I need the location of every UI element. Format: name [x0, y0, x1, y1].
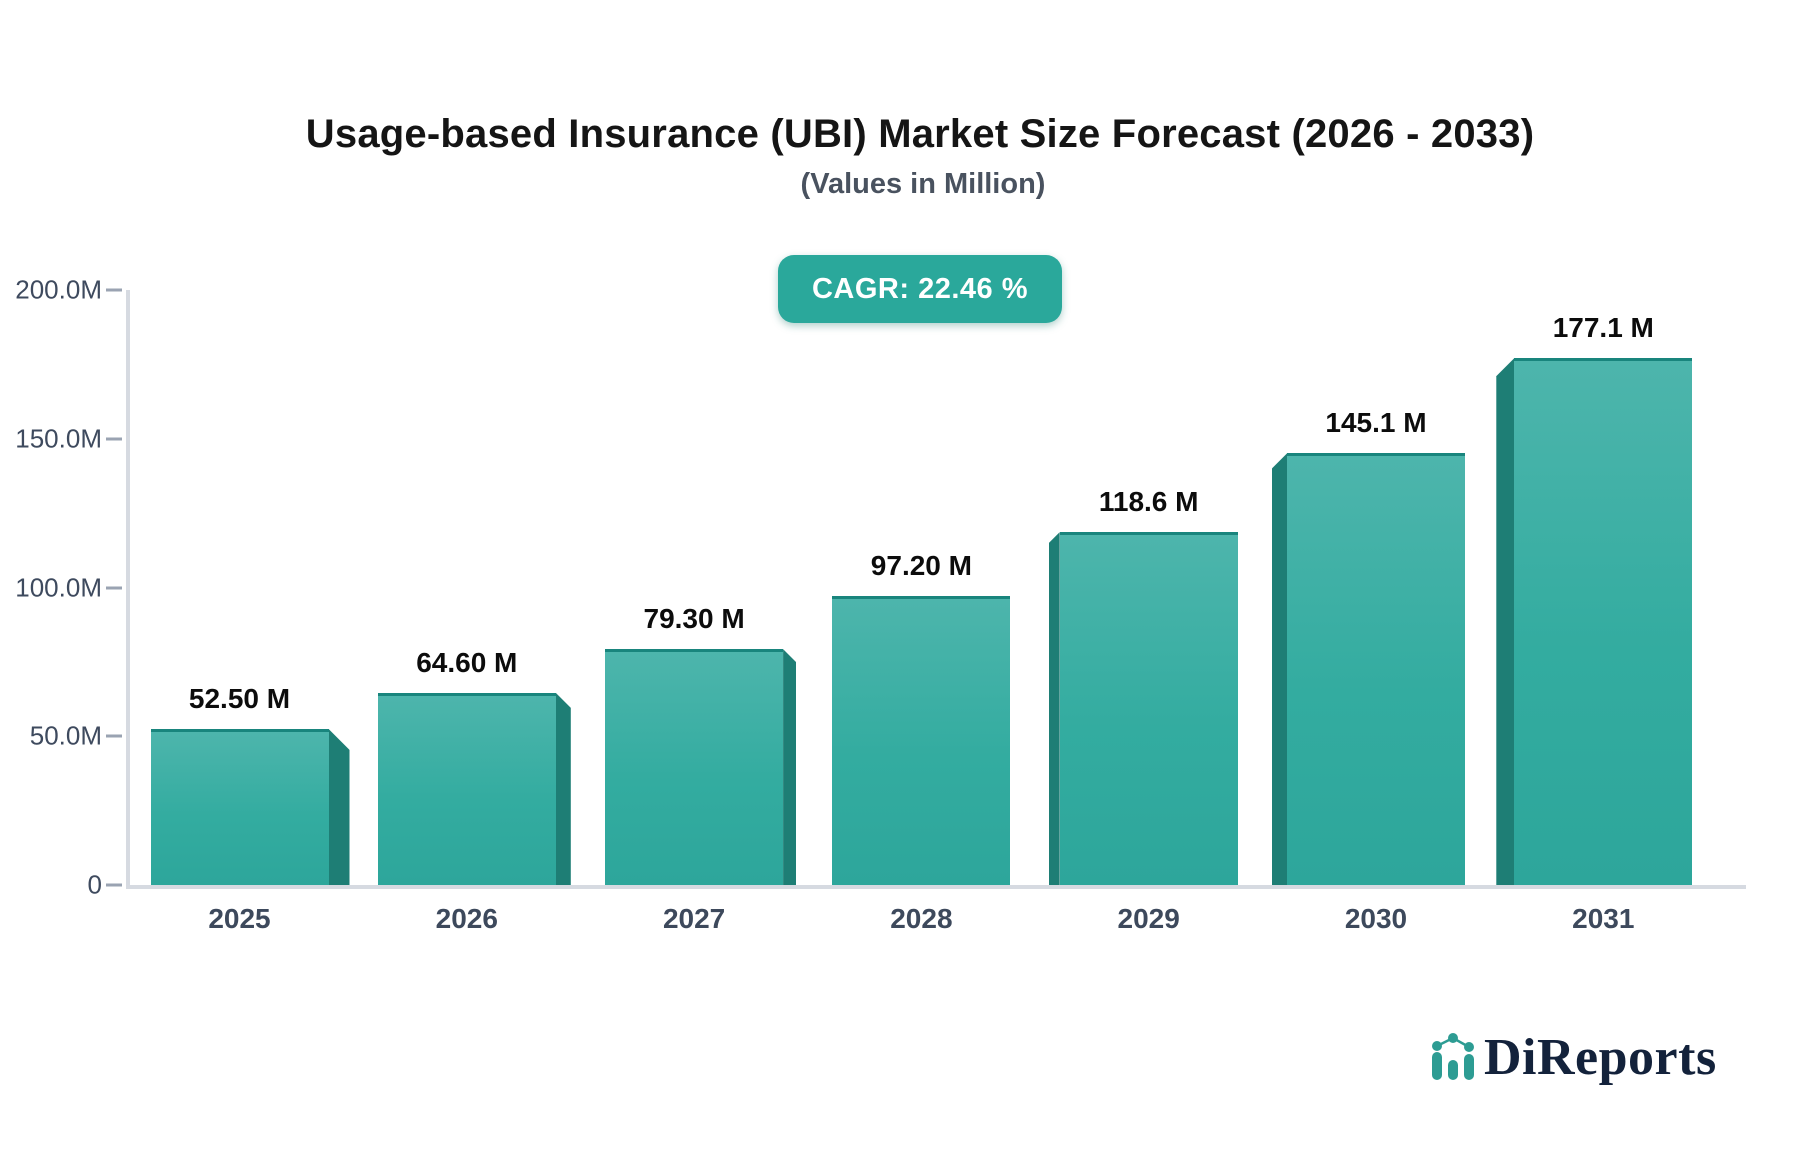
mini-bar-line-chart-icon	[1432, 1033, 1474, 1080]
y-axis-label: 100.0M	[15, 572, 102, 602]
bar-value-label: 177.1 M	[1552, 312, 1654, 344]
bar-face	[605, 649, 784, 885]
x-axis-label: 2028	[890, 903, 953, 934]
brand-logo: DiReports	[1430, 1032, 1717, 1084]
bar-value-label: 145.1 M	[1325, 407, 1427, 439]
y-axis-label: 0	[87, 869, 102, 900]
x-axis-label: 2029	[1117, 903, 1180, 934]
y-axis-label: 150.0M	[15, 423, 102, 454]
bar-value-label: 64.60 M	[416, 646, 518, 678]
bar-face	[150, 728, 329, 885]
y-axis-tick-dash	[106, 288, 122, 292]
bar-value-label: 118.6 M	[1098, 486, 1199, 518]
x-axis-label: 2027	[662, 903, 726, 934]
bar-value-label: 52.50 M	[188, 682, 291, 714]
page-title: Usage-based Insurance (UBI) Market Size …	[305, 112, 1535, 156]
cagr-badge: CAGR: 22.46 %	[778, 255, 1062, 323]
bar-3d-side	[1048, 532, 1060, 885]
page-subtitle: (Values in Million)	[800, 168, 1046, 200]
bar-3d-side	[328, 728, 350, 885]
y-axis-tick-dash	[106, 586, 122, 589]
y-axis-tick-dash	[106, 437, 122, 441]
y-axis-label: 50.0M	[29, 720, 102, 751]
bar-3d-side	[1496, 358, 1515, 885]
bar-value-label: 79.30 M	[643, 603, 745, 635]
x-axis-label: 2031	[1572, 903, 1635, 934]
y-axis-tick-dash	[106, 734, 122, 738]
y-axis-line	[126, 290, 130, 885]
bar-face	[377, 692, 556, 885]
bar-3d-side	[555, 692, 571, 885]
bar-3d-side	[1272, 453, 1287, 885]
y-axis-label: 200.0M	[15, 274, 102, 305]
x-axis-label: 2025	[208, 903, 271, 934]
bar-value-label: 97.20 M	[870, 549, 972, 581]
y-axis-tick-dash	[106, 883, 122, 887]
cagr-badge-label: CAGR: 22.46 %	[811, 272, 1028, 305]
bar-face	[1514, 358, 1693, 885]
x-axis-line	[126, 885, 1746, 889]
x-axis-label: 2030	[1344, 903, 1408, 934]
bar-face	[832, 595, 1011, 885]
bar-3d-side	[783, 649, 797, 885]
bar-face	[1287, 453, 1465, 885]
bar-face	[1059, 532, 1238, 885]
x-axis-label: 2026	[435, 903, 498, 934]
brand-logo-text: DiReports	[1484, 1029, 1717, 1086]
